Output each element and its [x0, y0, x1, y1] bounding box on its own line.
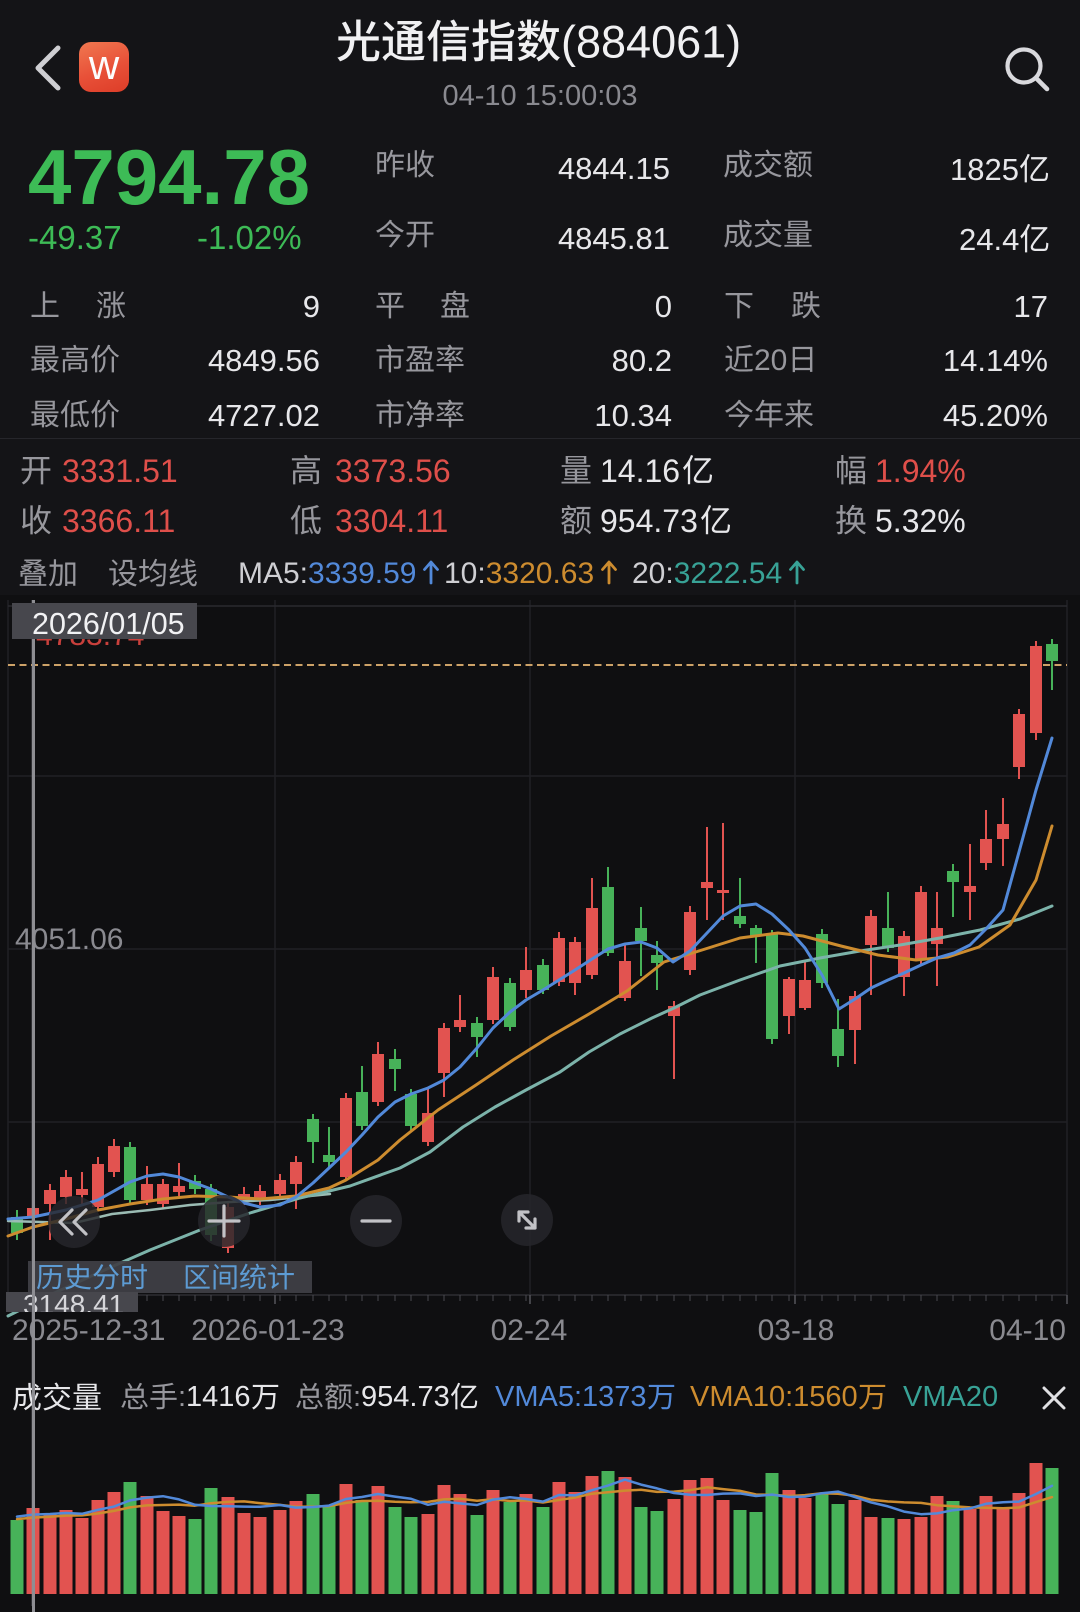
svg-text:20: 20 — [754, 344, 787, 377]
svg-text:1825: 1825 — [950, 152, 1019, 187]
svg-text:24.4: 24.4 — [959, 222, 1019, 257]
svg-text:(884061): (884061) — [561, 17, 741, 68]
